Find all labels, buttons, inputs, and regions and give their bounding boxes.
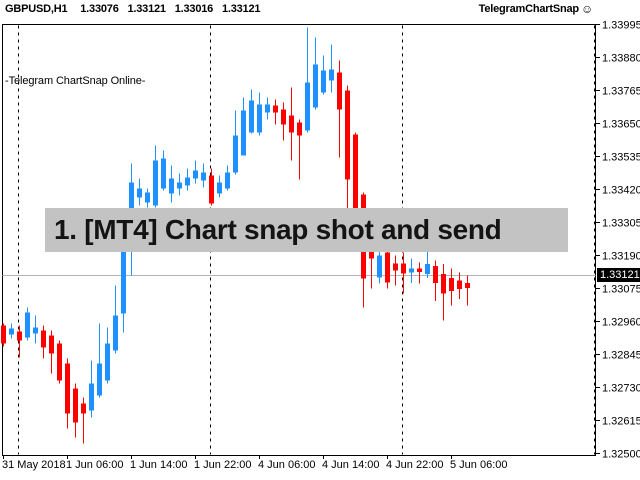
candle-body	[201, 172, 206, 181]
time-tick-label: 4 Jun 06:00	[258, 459, 316, 471]
candle-body	[449, 277, 454, 291]
candle-body	[97, 363, 102, 396]
current-price-tag: 1.33121	[597, 268, 640, 283]
price-tick-label: 1.32960	[602, 316, 640, 328]
candle-body	[193, 170, 198, 179]
candle-body	[465, 282, 470, 288]
candle-body	[433, 265, 438, 283]
candle-body	[177, 182, 182, 189]
candle-body	[161, 158, 166, 189]
candle-body	[9, 328, 14, 335]
candle-body	[273, 105, 278, 113]
price-tick-label: 1.33305	[602, 217, 640, 229]
price-tick-label: 1.32845	[602, 349, 640, 361]
candle-body	[49, 335, 54, 354]
candle-body	[113, 315, 118, 351]
time-tick-label: 1 Jun 06:00	[66, 459, 124, 471]
candle-body	[289, 115, 294, 133]
candle-body	[313, 64, 318, 108]
candle-body	[241, 110, 246, 156]
candle-body	[73, 388, 78, 423]
price-tick-label: 1.33995	[602, 20, 640, 32]
time-tick-label: 5 Jun 06:00	[450, 459, 508, 471]
watermark: TelegramChartSnap ☺	[478, 2, 594, 16]
candle-body	[169, 178, 174, 194]
overlay-banner: 1. [MT4] Chart snap shot and send	[45, 208, 568, 252]
candle-body	[281, 109, 286, 125]
candle-body	[441, 273, 446, 294]
candle-body	[41, 330, 46, 348]
price-tick-label: 1.32615	[602, 415, 640, 427]
price-tick-label: 1.32730	[602, 382, 640, 394]
price-tick-label: 1.33075	[602, 283, 640, 295]
candle-body	[385, 252, 390, 283]
time-tick-label: 4 Jun 14:00	[322, 459, 380, 471]
candle-body	[305, 82, 310, 131]
candle-body	[129, 182, 134, 231]
candle-body	[1, 325, 6, 344]
candle-body	[345, 90, 350, 180]
candle-body	[321, 70, 326, 93]
candle-body	[329, 69, 334, 81]
price-tick-label: 1.33535	[602, 151, 640, 163]
candle-body	[225, 172, 230, 189]
candle-body	[81, 403, 86, 414]
candle-body	[377, 255, 382, 278]
chart-comment: -Telegram ChartSnap Online-	[5, 75, 146, 87]
candle-body	[121, 245, 126, 314]
candle-body	[209, 175, 214, 204]
time-tick-label: 1 Jun 14:00	[130, 459, 188, 471]
candle-body	[89, 383, 94, 411]
plot-border	[2, 24, 596, 456]
candle-body	[145, 192, 150, 203]
candle-body	[369, 250, 374, 259]
smiley-icon: ☺	[580, 2, 593, 16]
candle-body	[425, 263, 430, 274]
candle-body	[401, 263, 406, 274]
time-tick-label: 4 Jun 22:00	[386, 459, 444, 471]
price-tick-label: 1.33765	[602, 85, 640, 97]
candle-body	[337, 72, 342, 110]
candle-body	[25, 312, 30, 338]
candle-body	[265, 104, 270, 113]
candle-body	[57, 343, 62, 381]
candle-body	[33, 327, 38, 334]
candle-body	[297, 122, 302, 136]
ohlc-high-value: 1.33121	[127, 3, 166, 15]
ohlc-header: GBPUSD,H1 1.33076 1.33121 1.33016 1.3312…	[5, 3, 261, 15]
candle-body	[393, 263, 398, 271]
symbol-period-label: GBPUSD,H1	[5, 3, 68, 15]
price-tick-label: 1.33420	[602, 184, 640, 196]
price-tick-label: 1.33190	[602, 250, 640, 262]
candle-body	[185, 177, 190, 186]
time-tick-label: 1 Jun 22:00	[194, 459, 252, 471]
candle-body	[65, 363, 70, 414]
price-tick-label: 1.32500	[602, 448, 640, 460]
ohlc-close-value: 1.33121	[221, 3, 261, 15]
candle-body	[17, 331, 22, 341]
candle-body	[233, 135, 238, 173]
ohlc-low-value: 1.33016	[174, 3, 214, 15]
watermark-text: TelegramChartSnap	[478, 3, 580, 15]
candle-body	[417, 268, 422, 272]
price-tick-label: 1.33880	[602, 52, 640, 64]
candle-body	[353, 134, 358, 210]
candle-body	[457, 280, 462, 289]
price-tick-label: 1.33650	[602, 118, 640, 130]
candle-body	[257, 104, 262, 133]
time-tick-label: 31 May 2018	[2, 459, 66, 471]
candle-body	[137, 188, 142, 198]
candle-body	[409, 268, 414, 273]
candle-body	[105, 343, 110, 381]
ohlc-open-value: 1.33076	[80, 3, 119, 15]
candle-body	[153, 160, 158, 206]
candle-body	[249, 100, 254, 133]
candle-body	[217, 182, 222, 194]
